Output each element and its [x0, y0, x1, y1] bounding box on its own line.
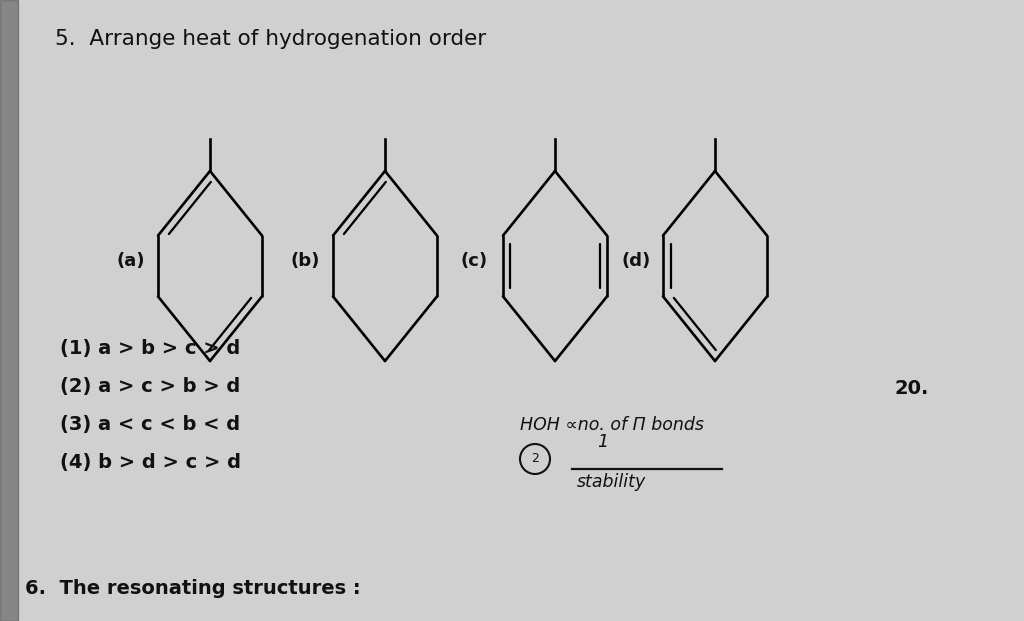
- Text: 2: 2: [531, 453, 539, 466]
- Text: HOH ∝no. of Π bonds: HOH ∝no. of Π bonds: [520, 416, 703, 434]
- Text: (4) b > d > c > d: (4) b > d > c > d: [60, 453, 241, 472]
- Text: (2) a > c > b > d: (2) a > c > b > d: [60, 377, 241, 396]
- Text: 20.: 20.: [895, 379, 930, 398]
- Text: (b): (b): [291, 252, 321, 270]
- Text: (c): (c): [461, 252, 488, 270]
- Text: (3) a < c < b < d: (3) a < c < b < d: [60, 415, 240, 434]
- Text: (a): (a): [116, 252, 144, 270]
- Text: 5.  Arrange heat of hydrogenation order: 5. Arrange heat of hydrogenation order: [55, 29, 486, 49]
- Text: 1: 1: [597, 433, 608, 451]
- Text: (d): (d): [621, 252, 650, 270]
- Text: 6.  The resonating structures :: 6. The resonating structures :: [25, 579, 360, 598]
- Bar: [0, 0, 18, 621]
- Text: stability: stability: [577, 473, 646, 491]
- Text: (1) a > b > c > d: (1) a > b > c > d: [60, 339, 241, 358]
